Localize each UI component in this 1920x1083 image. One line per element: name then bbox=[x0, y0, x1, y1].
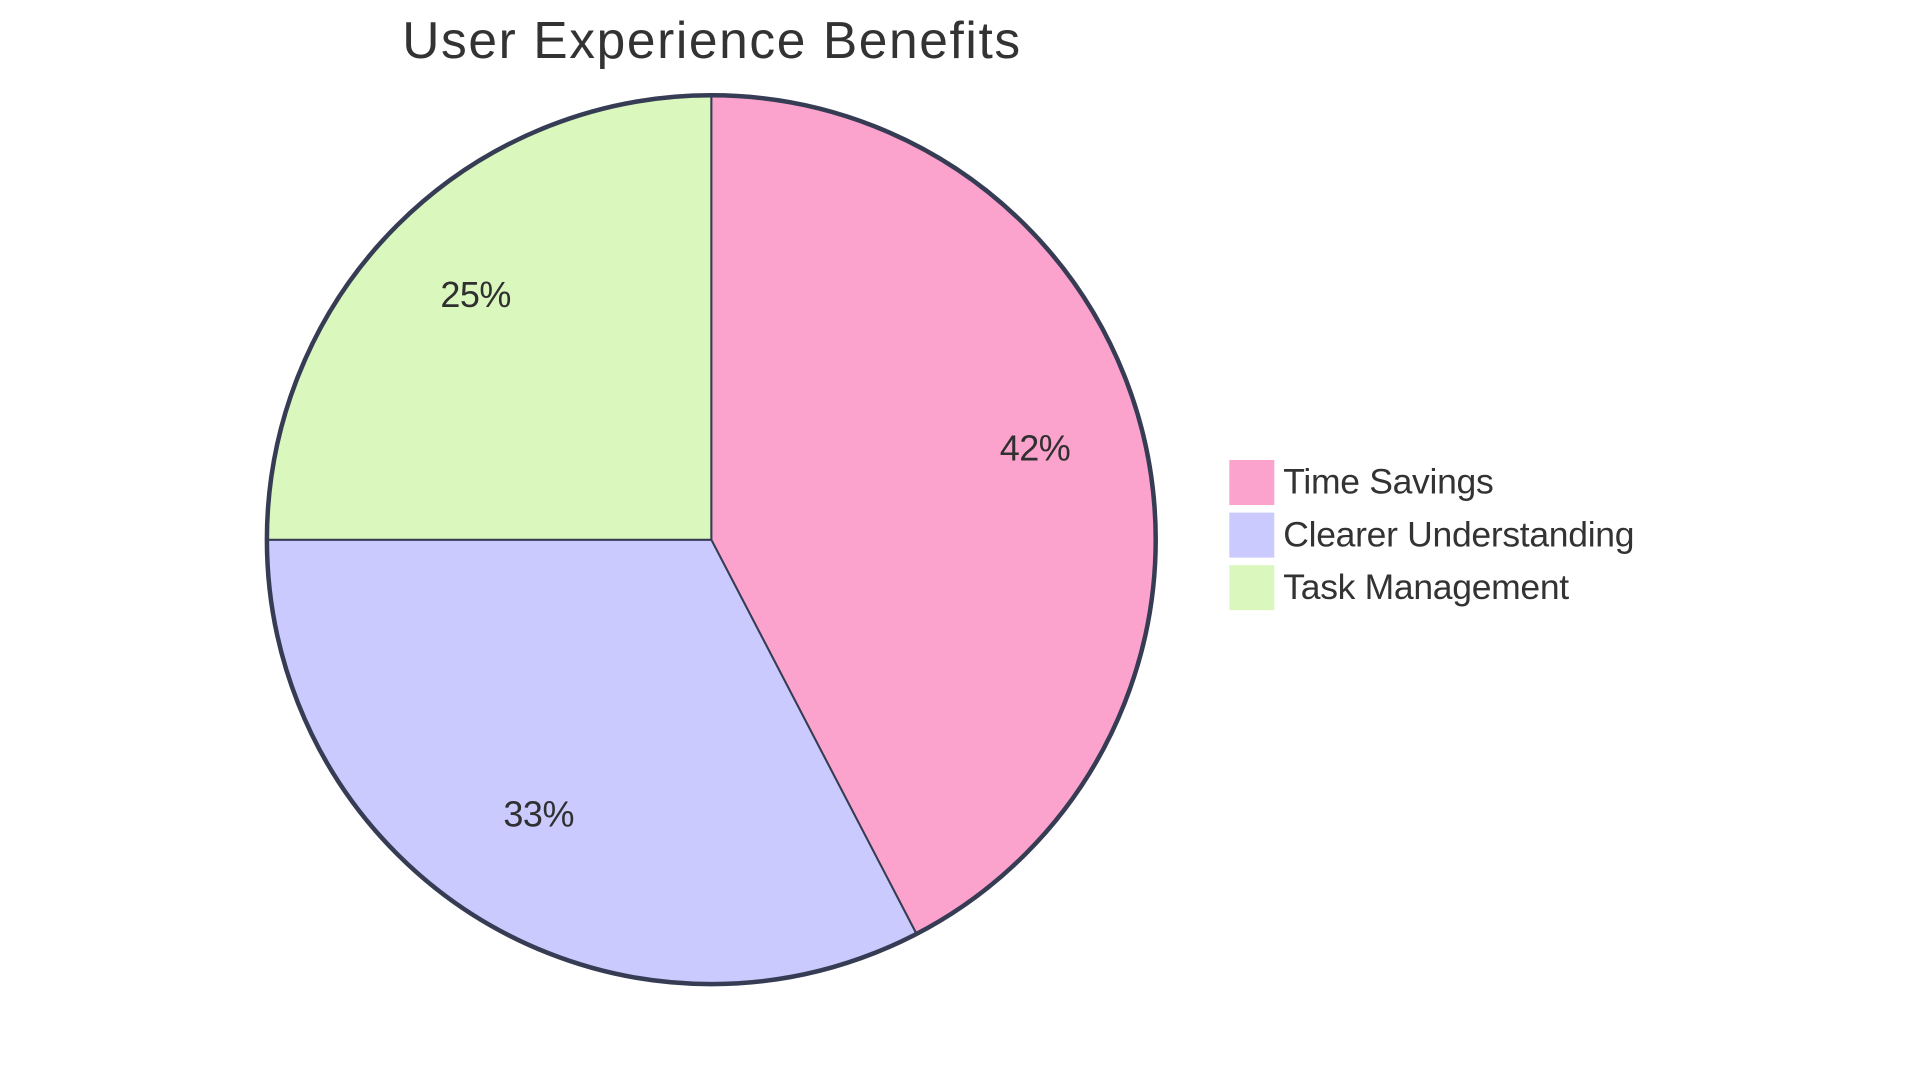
svg-text:42%: 42% bbox=[1000, 428, 1071, 469]
svg-text:33%: 33% bbox=[503, 794, 574, 835]
svg-text:Clearer Understanding: Clearer Understanding bbox=[1283, 514, 1634, 554]
svg-text:Time Savings: Time Savings bbox=[1283, 462, 1493, 502]
svg-text:User Experience Benefits: User Experience Benefits bbox=[402, 11, 1022, 69]
svg-text:25%: 25% bbox=[440, 274, 511, 315]
svg-text:Task Management: Task Management bbox=[1283, 567, 1569, 607]
